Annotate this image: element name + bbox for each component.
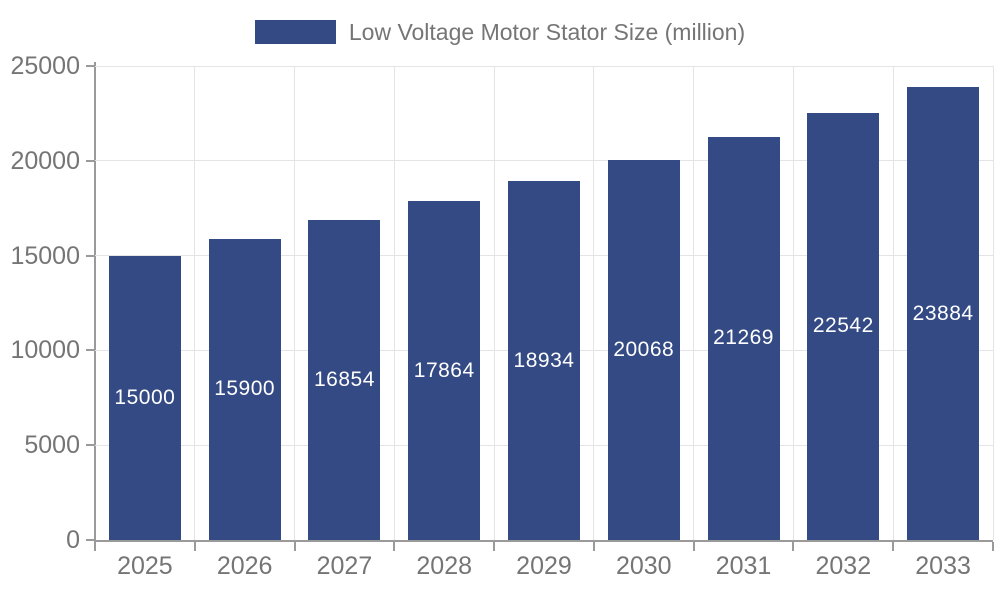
- x-tick-label: 2025: [117, 552, 173, 580]
- y-tick-label: 10000: [10, 336, 80, 365]
- x-tick-mark: [892, 542, 895, 551]
- gridline-vertical: [393, 66, 395, 540]
- x-tick-label: 2028: [416, 552, 473, 580]
- x-tick-label: 2027: [316, 552, 373, 580]
- bar: 17864: [408, 201, 481, 540]
- gridline-vertical: [493, 66, 495, 540]
- y-tick-label: 5000: [24, 431, 80, 460]
- gridline-horizontal: [95, 160, 993, 162]
- y-axis-labels: 0 5000 10000 15000 20000 25000: [0, 52, 82, 554]
- gridline-vertical: [294, 66, 296, 540]
- x-tick-mark: [692, 542, 695, 551]
- bar: 22542: [807, 112, 880, 540]
- y-tick-label: 25000: [10, 52, 80, 80]
- x-tick-mark: [393, 542, 396, 551]
- y-tick-mark: [86, 159, 95, 162]
- y-tick-label: 20000: [10, 146, 80, 175]
- bar-value-label: 15000: [114, 385, 176, 409]
- plot-area: 15000 15900 16854 17864 18934 20068 21269 22542…: [95, 65, 994, 540]
- x-tick-label: 2029: [516, 552, 572, 580]
- bar-value-label: 23884: [912, 301, 974, 325]
- x-tick-mark: [992, 542, 994, 551]
- x-axis-labels: 2025 2026 2027 2028 2029 2030 2031 2032 2033: [95, 552, 993, 586]
- x-tick-mark: [193, 542, 196, 551]
- y-tick-mark: [86, 444, 95, 447]
- x-tick-mark: [592, 542, 595, 551]
- bar: 23884: [907, 87, 980, 540]
- y-tick-mark: [86, 349, 95, 352]
- bar: 16854: [308, 220, 381, 540]
- gridline-vertical: [892, 66, 894, 540]
- gridline-vertical: [792, 66, 794, 540]
- x-axis-line: [95, 540, 993, 542]
- bar-value-label: 16854: [313, 368, 375, 392]
- bar-value-label: 15900: [214, 377, 276, 401]
- bar: 21269: [707, 136, 780, 540]
- x-tick-mark: [493, 542, 496, 551]
- legend-swatch: [254, 20, 336, 44]
- bar: 15000: [108, 255, 181, 540]
- y-axis-line: [94, 62, 96, 549]
- y-tick-label: 15000: [10, 241, 80, 270]
- legend[interactable]: Low Voltage Motor Stator Size (million): [0, 14, 1000, 50]
- bar-value-label: 20068: [613, 337, 675, 361]
- gridline-vertical: [992, 66, 994, 540]
- x-tick-mark: [293, 542, 296, 551]
- gridline-vertical: [194, 66, 196, 540]
- bar: 18934: [508, 181, 580, 540]
- y-tick-mark: [86, 539, 95, 541]
- x-tick-label: 2026: [216, 552, 273, 580]
- x-tick-label: 2032: [815, 552, 872, 580]
- x-tick-label: 2031: [715, 552, 772, 580]
- x-tick-mark: [94, 542, 96, 551]
- gridline-vertical: [593, 66, 595, 540]
- gridline-vertical: [693, 66, 695, 540]
- bar-value-label: 18934: [513, 348, 575, 372]
- y-tick-label: 0: [66, 526, 80, 554]
- bar-value-label: 22542: [812, 314, 874, 338]
- bar: 20068: [607, 159, 680, 540]
- x-tick-mark: [792, 542, 795, 551]
- bar-value-label: 21269: [713, 326, 774, 350]
- x-tick-label: 2030: [615, 552, 672, 580]
- x-tick-label: 2033: [915, 552, 971, 580]
- gridline-horizontal: [95, 65, 993, 67]
- y-tick-mark: [86, 65, 95, 67]
- y-tick-mark: [86, 254, 95, 257]
- legend-label: Low Voltage Motor Stator Size (million): [348, 18, 746, 45]
- bar-value-label: 17864: [413, 358, 475, 382]
- bar: 15900: [208, 238, 281, 540]
